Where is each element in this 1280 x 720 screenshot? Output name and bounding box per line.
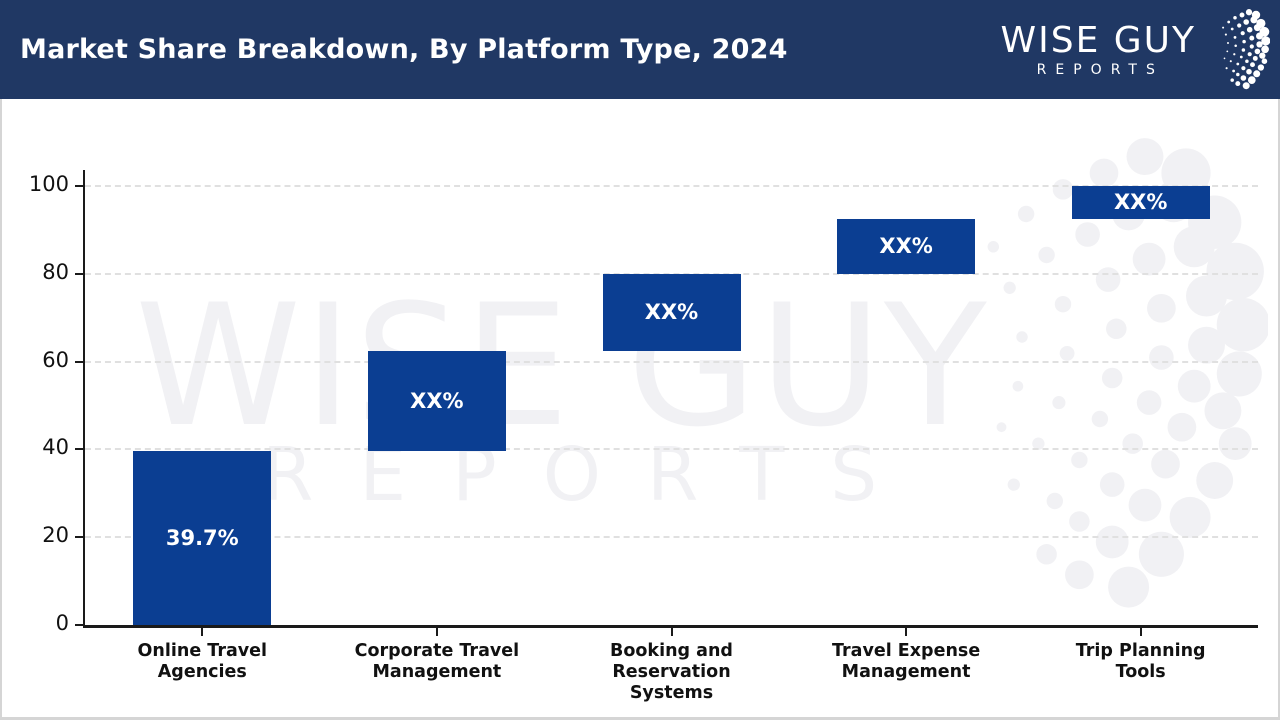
y-gridline — [85, 536, 1258, 539]
y-tick-label: 100 — [28, 172, 69, 196]
y-tick-label: 80 — [42, 259, 69, 284]
page-border-bottom — [0, 717, 1280, 720]
y-tick-label: 0 — [55, 611, 69, 635]
logo-name: WISE GUY — [1000, 19, 1196, 61]
y-tick-label: 60 — [42, 347, 69, 372]
bar-value-label: 39.7% — [165, 525, 239, 550]
wiseguy-logo: WISE GUY REPORTS — [1001, 8, 1271, 92]
x-tick-mark — [1139, 628, 1142, 636]
page-title: Market Share Breakdown, By Platform Type… — [20, 34, 788, 65]
y-axis-line — [83, 170, 85, 625]
y-tick-label: 20 — [42, 523, 69, 548]
x-category-label: Booking and Reservation Systems — [610, 641, 733, 703]
y-tick-mark — [75, 360, 83, 363]
x-category-label: Online Travel Agencies — [137, 641, 268, 682]
bar-segment: XX% — [367, 351, 506, 451]
y-tick-mark — [75, 536, 83, 539]
x-tick-mark — [435, 628, 438, 636]
y-gridline — [85, 185, 1258, 187]
x-category-label: Trip Planning Tools — [1075, 641, 1206, 682]
x-tick-mark — [201, 628, 204, 636]
bar-segment: XX% — [602, 273, 741, 352]
page-border-left — [0, 99, 2, 720]
x-axis-line — [83, 625, 1258, 628]
bar-value-label: XX% — [1113, 190, 1168, 215]
bar-value-label: XX% — [879, 234, 933, 259]
x-category-label: Corporate Travel Management — [354, 641, 520, 682]
x-tick-mark — [670, 628, 673, 636]
y-gridline — [85, 360, 1258, 363]
y-gridline — [85, 448, 1258, 451]
y-tick-label: 40 — [42, 435, 69, 460]
bar-value-label: XX% — [410, 388, 464, 413]
logo-tagline: REPORTS — [1036, 61, 1164, 78]
header-bar: Market Share Breakdown, By Platform Type… — [0, 0, 1280, 99]
y-tick-mark — [75, 448, 83, 451]
bar-value-label: XX% — [644, 300, 699, 325]
watermark-name: WISE GUY — [135, 268, 989, 464]
y-tick-mark — [75, 185, 83, 187]
y-tick-mark — [75, 272, 83, 275]
x-category-label: Travel Expense Management — [831, 641, 981, 682]
bar-segment: XX% — [1071, 186, 1210, 219]
page-border-right — [1278, 99, 1280, 720]
bar-segment: XX% — [837, 218, 976, 274]
logo-text: WISE GUY REPORTS — [1000, 19, 1197, 78]
x-tick-mark — [905, 628, 908, 636]
bar-segment: 39.7% — [133, 450, 272, 625]
dotted-head-icon — [1200, 8, 1270, 92]
y-tick-mark — [75, 624, 83, 626]
